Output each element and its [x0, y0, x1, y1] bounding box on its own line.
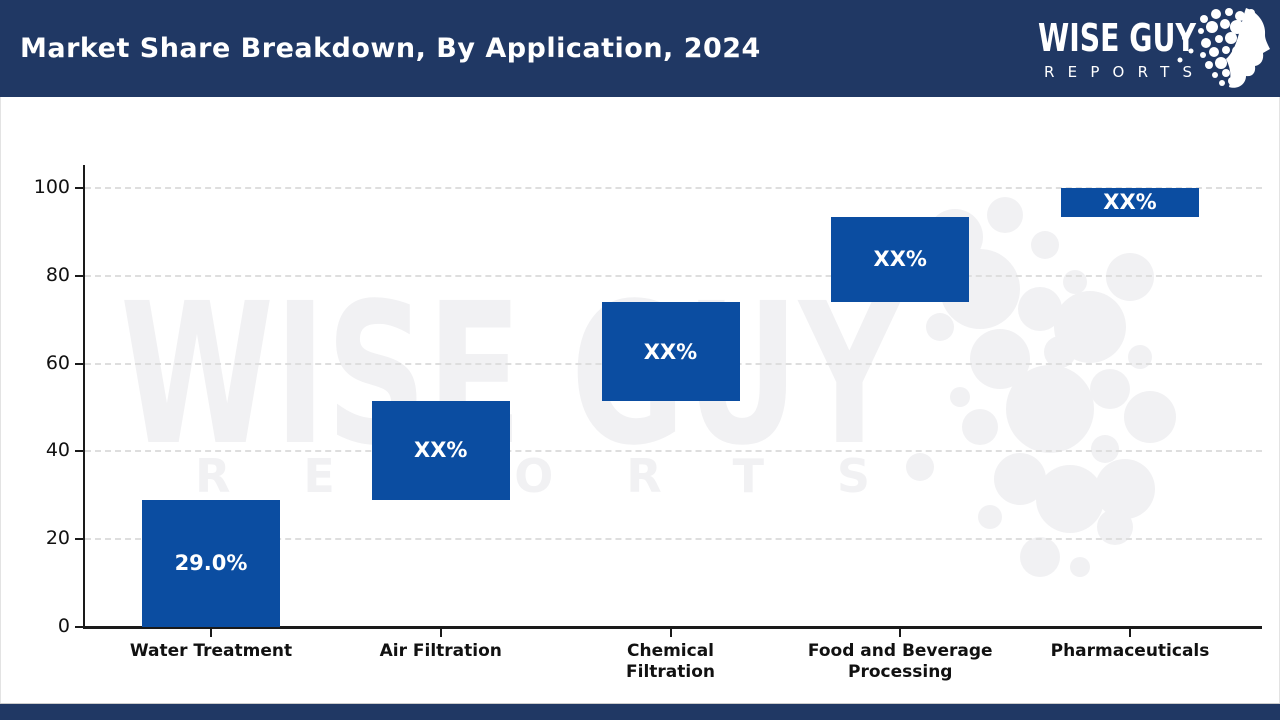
y-tick: [75, 538, 83, 541]
x-tick: [1129, 629, 1131, 637]
x-tick-label: Water Treatment: [129, 641, 293, 661]
x-tick-label: Chemical Filtration: [626, 641, 715, 683]
bar-value-label: XX%: [1103, 190, 1157, 215]
y-axis-spine: [83, 165, 85, 629]
y-tick: [75, 187, 83, 189]
waterfall-bar: [371, 400, 510, 500]
page-title: Market Share Breakdown, By Application, …: [20, 33, 761, 64]
footer-bar: [0, 703, 1280, 720]
logo-face-silhouette-icon: [1226, 8, 1270, 88]
y-tick-label: 40: [45, 439, 70, 462]
waterfall-bar: [601, 302, 740, 401]
bar-value-label: XX%: [414, 438, 468, 463]
x-axis-line: [83, 626, 1262, 629]
gridline: [85, 274, 1262, 277]
x-tick: [669, 629, 672, 637]
y-tick-label: 0: [57, 615, 70, 637]
logo-text-line1: WISE GUY: [1038, 16, 1196, 60]
wise-guy-reports-logo: WISE GUY REPORTS: [1038, 8, 1270, 88]
x-tick: [899, 629, 902, 637]
bar-value-label: 29.0%: [174, 551, 248, 576]
waterfall-bar: [1061, 188, 1199, 217]
x-tick-label: Air Filtration: [379, 641, 502, 661]
x-tick-label: Food and Beverage Processing: [807, 641, 993, 683]
y-tick: [75, 626, 83, 628]
gridline: [85, 538, 1262, 541]
y-tick-label: 60: [45, 351, 70, 374]
y-tick-label: 80: [45, 263, 70, 286]
bar-value-label: XX%: [643, 339, 698, 364]
y-tick: [75, 362, 83, 365]
x-tick: [210, 629, 212, 637]
x-tick-label: Pharmaceuticals: [1050, 641, 1210, 661]
y-tick: [75, 450, 83, 453]
waterfall-bar: [142, 499, 280, 627]
header-banner: Market Share Breakdown, By Application, …: [0, 0, 1280, 97]
logo-text-line2: REPORTS: [1044, 63, 1192, 81]
bar-value-label: XX%: [873, 247, 927, 272]
x-tick: [439, 629, 442, 637]
y-tick-label: 100: [33, 176, 70, 198]
y-tick-label: 20: [45, 527, 70, 550]
y-tick: [75, 274, 83, 277]
gridline: [85, 187, 1262, 189]
gridline: [85, 450, 1262, 453]
